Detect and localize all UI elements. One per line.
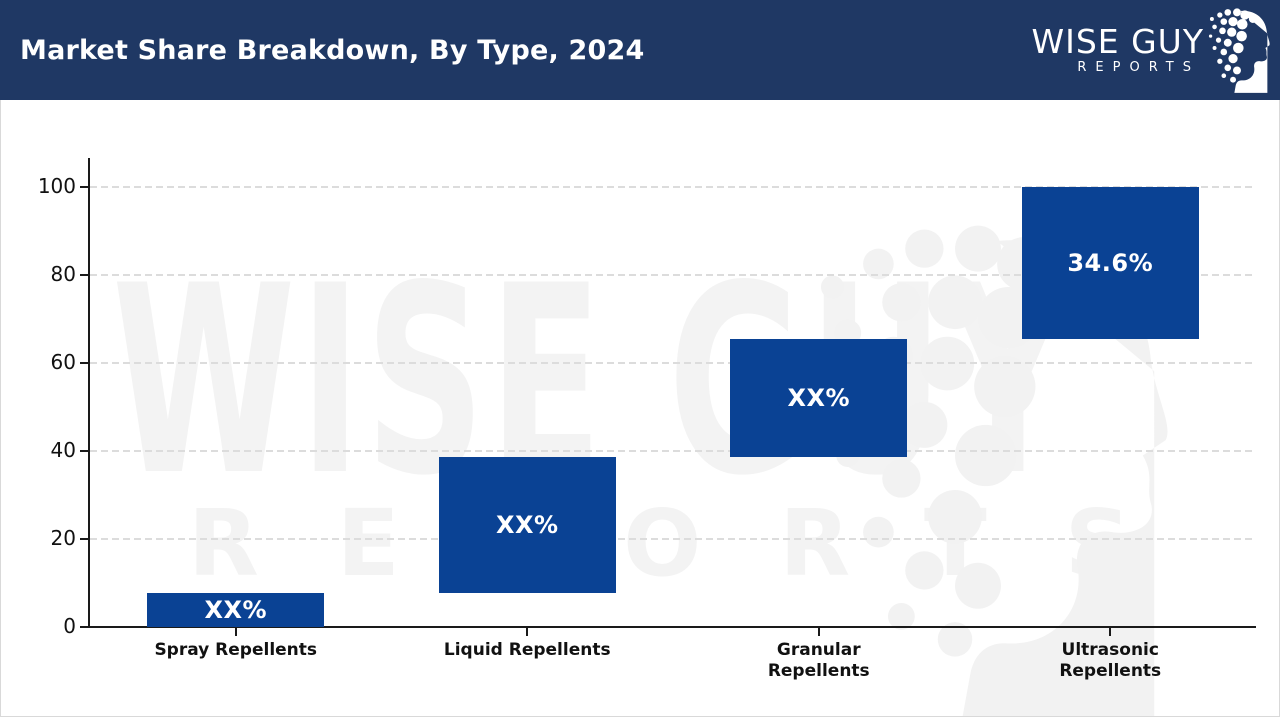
- y-tick-mark: [80, 274, 89, 276]
- gridline: [90, 538, 1256, 540]
- x-category-label: Granular Repellents: [767, 640, 870, 681]
- bar-value-label: XX%: [495, 511, 559, 540]
- x-axis-line: [88, 626, 1256, 628]
- y-tick-label: 20: [50, 526, 76, 550]
- x-category-label: Ultrasonic Repellents: [1059, 640, 1162, 681]
- gridline: [90, 274, 1256, 276]
- logo-wordmark: WISE GUY: [1031, 22, 1204, 61]
- bar: 34.6%: [1021, 187, 1199, 340]
- y-tick-label: 60: [50, 350, 76, 374]
- gridline: [90, 450, 1256, 452]
- y-tick-label: 0: [63, 614, 76, 638]
- x-category-label: Liquid Repellents: [443, 640, 611, 660]
- y-tick-mark: [80, 186, 89, 188]
- y-tick-mark: [80, 362, 89, 364]
- y-axis-line: [88, 158, 90, 628]
- bar-value-label: XX%: [204, 596, 268, 625]
- x-category-label: Spray Repellents: [154, 640, 318, 660]
- y-tick-label: 40: [50, 438, 76, 462]
- gridline: [90, 186, 1256, 188]
- x-tick-mark: [526, 628, 529, 636]
- y-tick-mark: [80, 450, 89, 452]
- bar-value-label: 34.6%: [1067, 249, 1154, 278]
- y-tick-label: 100: [37, 174, 76, 198]
- y-tick-label: 80: [50, 262, 76, 286]
- bar: XX%: [730, 339, 908, 458]
- dotted-head-icon: [1208, 8, 1270, 93]
- logo-subtitle: REPORTS: [1077, 60, 1200, 75]
- header-bar: Market Share Breakdown, By Type, 2024 WI…: [0, 0, 1280, 100]
- page-title: Market Share Breakdown, By Type, 2024: [20, 34, 645, 66]
- y-tick-mark: [80, 538, 89, 540]
- x-tick-mark: [817, 628, 820, 636]
- bar: XX%: [438, 457, 616, 594]
- x-tick-mark: [1109, 628, 1112, 636]
- watermark-dotted-head: [815, 225, 1168, 716]
- bar-value-label: XX%: [787, 384, 851, 413]
- gridline: [90, 362, 1256, 364]
- x-tick-mark: [234, 628, 237, 636]
- y-tick-mark: [80, 626, 89, 628]
- bar: XX%: [147, 593, 325, 627]
- brand-logo: WISE GUY REPORTS: [1006, 0, 1270, 100]
